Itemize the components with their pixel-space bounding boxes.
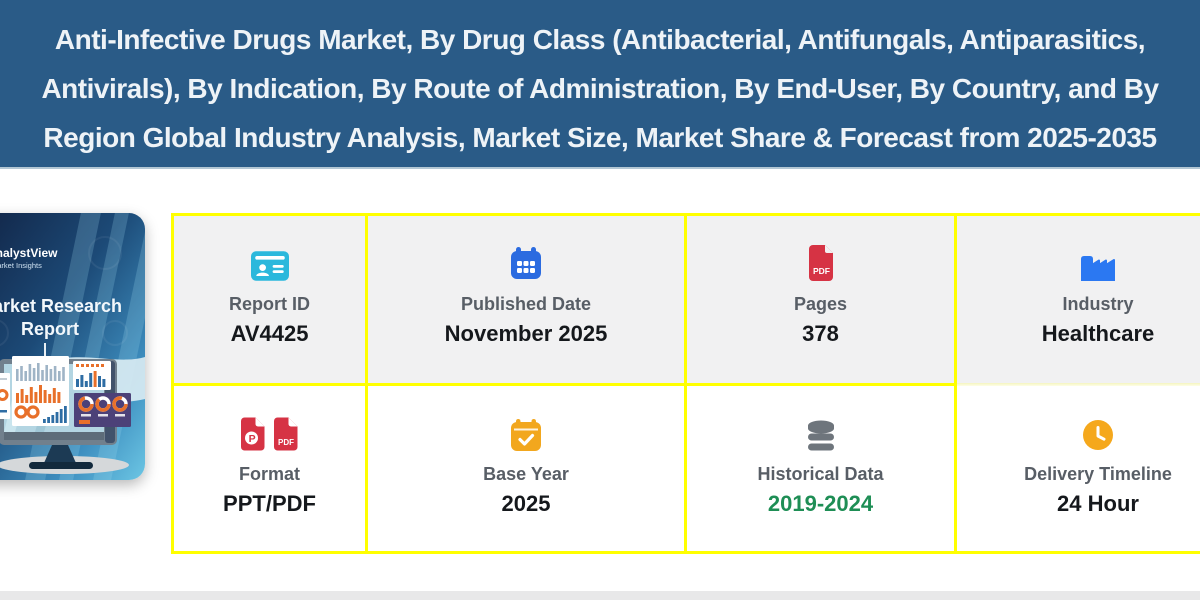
report-title-line-3: Region Global Industry Analysis, Market … [43,122,1157,153]
info-card-label: Pages [793,294,848,314]
info-card-base-year: Base Year 2025 [368,386,684,551]
id-card-icon [250,243,289,281]
info-card-value: 2025 [501,491,551,516]
database-icon [806,413,836,451]
info-card-label: Base Year [483,464,569,484]
info-card-label: Published Date [460,294,592,314]
info-card-delivery-timeline: Delivery Timeline 24 Hour [957,386,1200,551]
pdf-file-icon: PDF [807,243,835,281]
report-title-banner: Anti-Infective Drugs Market, By Drug Cla… [0,0,1200,169]
info-card-label: Delivery Timeline [1024,464,1172,484]
info-card-value: 24 Hour [1057,491,1139,516]
info-card-industry: Industry Healthcare [957,216,1200,383]
analystview-logo: AnalystView Market Insights [0,246,58,270]
info-card-label: Historical Data [757,464,884,484]
factory-icon [1080,243,1116,281]
svg-text:P: P [249,433,256,445]
info-card-label: Industry [1062,294,1134,314]
info-card-label: Report ID [229,294,310,314]
next-section-edge [0,591,1200,600]
info-card-value: Healthcare [1041,321,1155,346]
svg-text:Market Insights: Market Insights [0,261,42,270]
report-cover-art: AnalystView Market Insights Market Resea… [0,213,145,480]
report-cover-thumbnail: AnalystView Market Insights Market Resea… [0,213,145,480]
calendar-icon [510,243,542,281]
ppt-pdf-files-icon: P PDF [240,413,299,451]
svg-text:AnalystView: AnalystView [0,246,58,260]
report-title-line-2: Antivirals), By Indication, By Route of … [41,73,1159,104]
svg-text:Market Research: Market Research [0,296,122,316]
svg-text:Report: Report [21,319,79,339]
svg-text:PDF: PDF [813,266,830,276]
info-card-value: 2019-2024 [767,491,874,516]
grid-border-thin-segment [957,383,1200,386]
info-card-value: 378 [802,321,839,346]
info-card-report-id: Report ID AV4425 [174,216,365,383]
info-card-format: P PDF Format PPT/PDF [174,386,365,551]
info-card-historical-data: Historical Data 2019-2024 [687,386,954,551]
report-title-line-1: Anti-Infective Drugs Market, By Drug Cla… [54,24,1146,55]
info-card-published-date: Published Date November 2025 [368,216,684,383]
calendar-check-icon [511,413,541,451]
info-card-value: PPT/PDF [223,491,316,516]
info-card-label: Format [238,464,300,484]
info-card-value: November 2025 [444,321,608,346]
info-card-pages: PDF Pages 378 [687,216,954,383]
svg-text:PDF: PDF [278,438,294,447]
info-card-value: AV4425 [230,321,309,346]
clock-icon [1082,413,1114,451]
